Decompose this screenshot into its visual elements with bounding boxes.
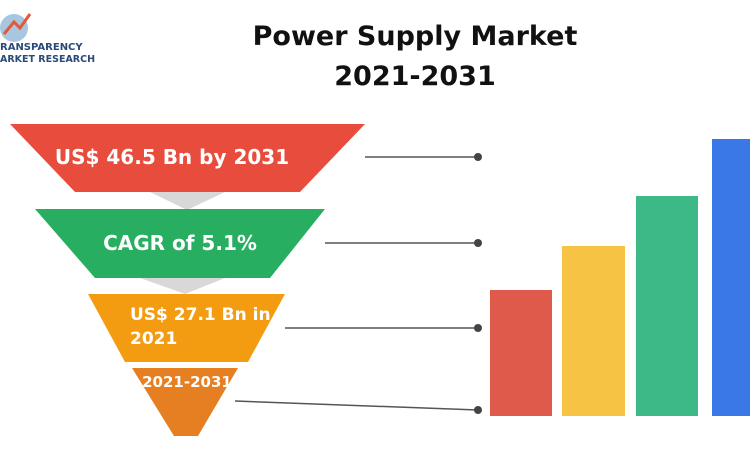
dot: [474, 239, 482, 247]
funnel: US$ 46.5 Bn by 2031 CAGR of 5.1% US$ 27.…: [10, 124, 365, 436]
bar: [636, 196, 698, 416]
funnel-label: US$ 46.5 Bn by 2031: [55, 145, 289, 169]
logo-text: RANSPARENCY: [0, 42, 83, 53]
funnel-label: US$ 27.1 Bn in: [130, 305, 271, 325]
funnel-layer: [88, 294, 285, 362]
dots: [474, 153, 482, 414]
logo-arrow: [2, 13, 32, 35]
bar: [490, 290, 552, 416]
title: Power Supply Market: [253, 21, 578, 52]
logo-icon: [0, 14, 28, 42]
bar: [562, 246, 625, 416]
funnel-layer: [10, 124, 365, 192]
dot: [474, 324, 482, 332]
title: 2021-2031: [334, 61, 496, 92]
funnel-layer: [35, 209, 325, 278]
funnel-label: 2021: [130, 329, 177, 349]
logo: RANSPARENCY ARKET RESEARCH: [0, 13, 95, 65]
shadow: [150, 192, 225, 210]
funnel-label: CAGR of 5.1%: [103, 231, 257, 255]
connectors: [234, 156, 479, 411]
funnel-label: 2021-2031: [142, 373, 232, 391]
decorative-bars: [490, 139, 750, 416]
funnel-layer: [132, 368, 238, 436]
dot: [474, 406, 482, 414]
dot: [474, 153, 482, 161]
logo-text: ARKET RESEARCH: [0, 54, 95, 65]
bar: [712, 139, 750, 416]
connector: [234, 400, 479, 411]
shadow: [140, 278, 225, 294]
